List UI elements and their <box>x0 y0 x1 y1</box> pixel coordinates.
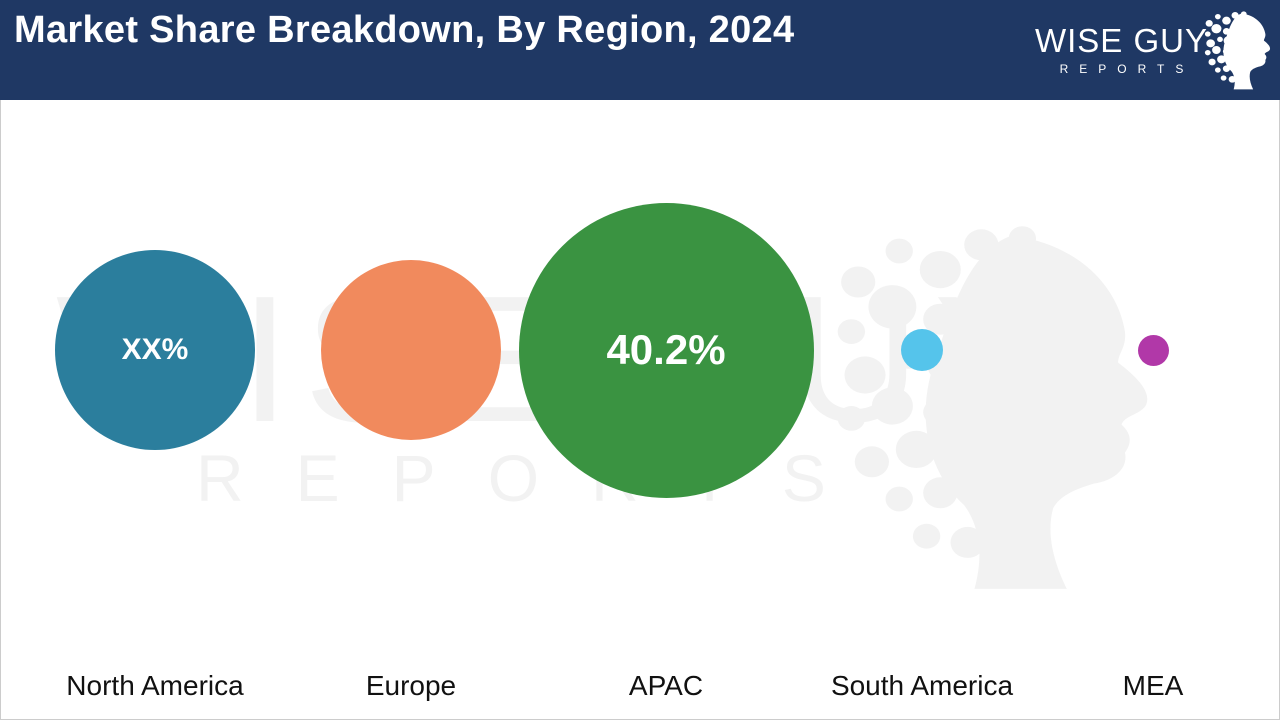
x-axis-label-apac: APAC <box>628 670 704 701</box>
bubble-mea <box>1137 334 1169 366</box>
head-profile-icon <box>1204 11 1271 90</box>
header-bar: Market Share Breakdown, By Region, 2024 … <box>0 0 1280 100</box>
logo-line2: REPORTS <box>1059 61 1195 76</box>
chart-area: WISE GUY REPORTS XX% North America Europe 4… <box>0 100 1280 720</box>
x-axis-label-europe: Europe <box>365 670 457 701</box>
bubble-apac: 40.2% <box>518 202 814 498</box>
bubble-europe <box>321 260 501 440</box>
bubble-north-america: XX% <box>55 250 255 450</box>
bubble-south-america <box>901 329 943 371</box>
bubble-value-label: 40.2% <box>606 326 726 373</box>
x-axis-label-south-america: South America <box>830 670 1014 701</box>
watermark-head-icon <box>837 226 1148 589</box>
logo-line1: WISE GUY <box>1034 22 1208 60</box>
brand-logo: WISE GUY REPORTS <box>1035 10 1274 90</box>
watermark-reports: REPORTS <box>196 441 878 515</box>
x-axis-label-mea: MEA <box>1122 670 1184 701</box>
logo-wordmark: WISE GUY REPORTS <box>1035 24 1208 76</box>
x-axis-label-north-america: North America <box>66 670 244 701</box>
page-title: Market Share Breakdown, By Region, 2024 <box>14 9 795 51</box>
bubble-value-label: XX% <box>121 333 189 366</box>
